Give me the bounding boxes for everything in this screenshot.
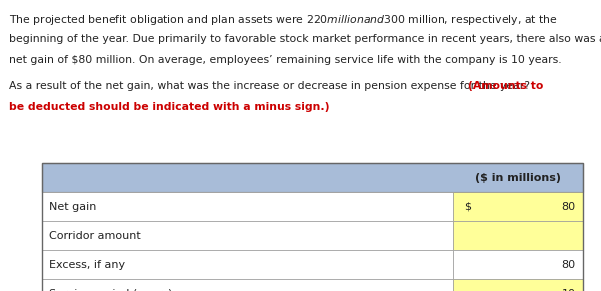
Bar bbox=[42, 163, 583, 192]
Text: As a result of the net gain, what was the increase or decrease in pension expens: As a result of the net gain, what was th… bbox=[9, 81, 534, 91]
Bar bbox=[453, 250, 583, 279]
Text: Service period (years): Service period (years) bbox=[49, 289, 172, 291]
Bar bbox=[42, 279, 453, 291]
Text: $: $ bbox=[464, 202, 471, 212]
Text: ($ in millions): ($ in millions) bbox=[475, 173, 561, 182]
Bar bbox=[453, 192, 583, 221]
Text: 10: 10 bbox=[562, 289, 576, 291]
Bar bbox=[42, 221, 453, 250]
Bar bbox=[42, 250, 453, 279]
Bar bbox=[42, 192, 453, 221]
Text: 80: 80 bbox=[561, 260, 576, 270]
Text: (Amounts to: (Amounts to bbox=[468, 81, 543, 91]
Text: Corridor amount: Corridor amount bbox=[49, 231, 141, 241]
Bar bbox=[42, 163, 583, 291]
Text: 80: 80 bbox=[561, 202, 576, 212]
Text: net gain of $80 million. On average, employees’ remaining service life with the : net gain of $80 million. On average, emp… bbox=[9, 55, 562, 65]
Text: The projected benefit obligation and plan assets were $220 million and $300 mill: The projected benefit obligation and pla… bbox=[9, 13, 558, 27]
Bar bbox=[453, 279, 583, 291]
Text: Excess, if any: Excess, if any bbox=[49, 260, 126, 270]
Text: Net gain: Net gain bbox=[49, 202, 97, 212]
Text: be deducted should be indicated with a minus sign.): be deducted should be indicated with a m… bbox=[9, 102, 329, 112]
Text: beginning of the year. Due primarily to favorable stock market performance in re: beginning of the year. Due primarily to … bbox=[9, 34, 601, 44]
Bar bbox=[453, 221, 583, 250]
